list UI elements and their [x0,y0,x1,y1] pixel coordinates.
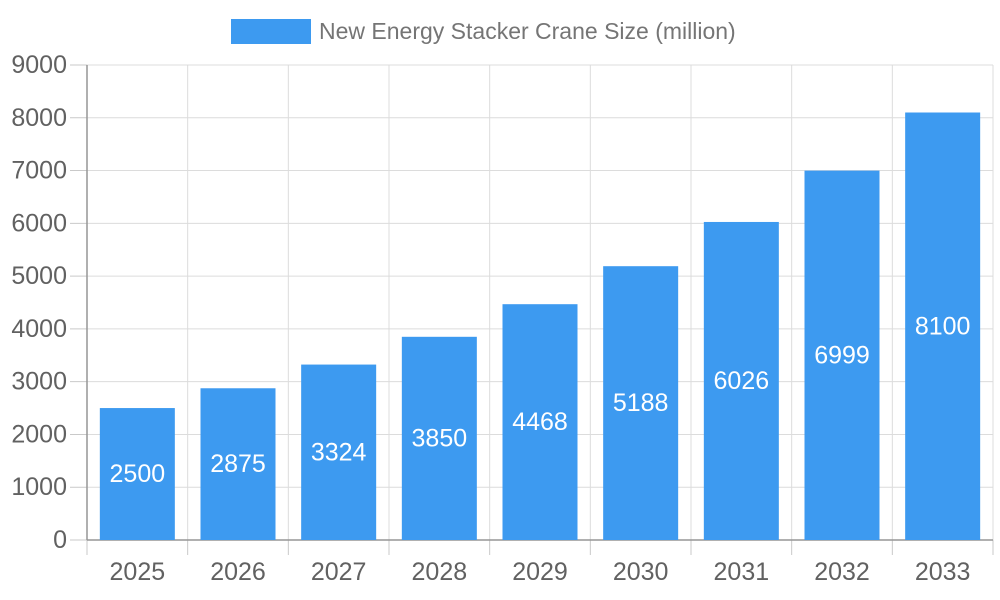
y-axis-tick-label: 4000 [11,315,67,343]
bar-value-label: 8100 [915,312,971,340]
bar-value-label: 5188 [613,389,669,417]
x-axis-tick-label: 2032 [814,558,870,586]
x-axis-tick-label: 2031 [714,558,770,586]
bar-2028[interactable] [401,336,477,540]
bar-2026[interactable] [200,388,276,540]
y-axis-tick-label: 2000 [11,420,67,448]
x-axis-tick-label: 2026 [210,558,266,586]
bar-value-label: 2875 [210,450,266,478]
x-axis-tick-label: 2030 [613,558,669,586]
legend-label: New Energy Stacker Crane Size (million) [319,18,736,44]
bar-2031[interactable] [703,221,779,540]
y-axis-tick-label: 8000 [11,104,67,132]
x-axis-tick-label: 2028 [412,558,468,586]
x-axis-tick-label: 2025 [110,558,166,586]
bar-2030[interactable] [603,266,679,540]
y-axis-tick-label: 7000 [11,157,67,185]
x-axis-tick-label: 2027 [311,558,367,586]
bar-2032[interactable] [804,170,880,540]
bar-2029[interactable] [502,304,578,540]
bar-2027[interactable] [301,364,377,540]
y-axis-tick-label: 1000 [11,473,67,501]
y-axis-tick-label: 3000 [11,368,67,396]
bar-2033[interactable] [905,112,981,541]
y-axis-tick-label: 9000 [11,51,67,79]
bar-2025[interactable] [99,408,175,540]
bar-value-label: 4468 [512,408,568,436]
y-axis-tick-label: 5000 [11,262,67,290]
y-axis-tick-label: 6000 [11,209,67,237]
bar-value-label: 3324 [311,438,367,466]
bar-value-label: 3850 [412,424,468,452]
legend-swatch [231,19,311,44]
bar-value-label: 6026 [714,367,770,395]
bar-value-label: 6999 [814,341,870,369]
y-axis-tick-label: 0 [53,526,67,554]
x-axis-tick-label: 2029 [512,558,568,586]
bar-value-label: 2500 [110,460,166,488]
x-axis-tick-label: 2033 [915,558,971,586]
legend[interactable]: New Energy Stacker Crane Size (million) [231,19,736,44]
